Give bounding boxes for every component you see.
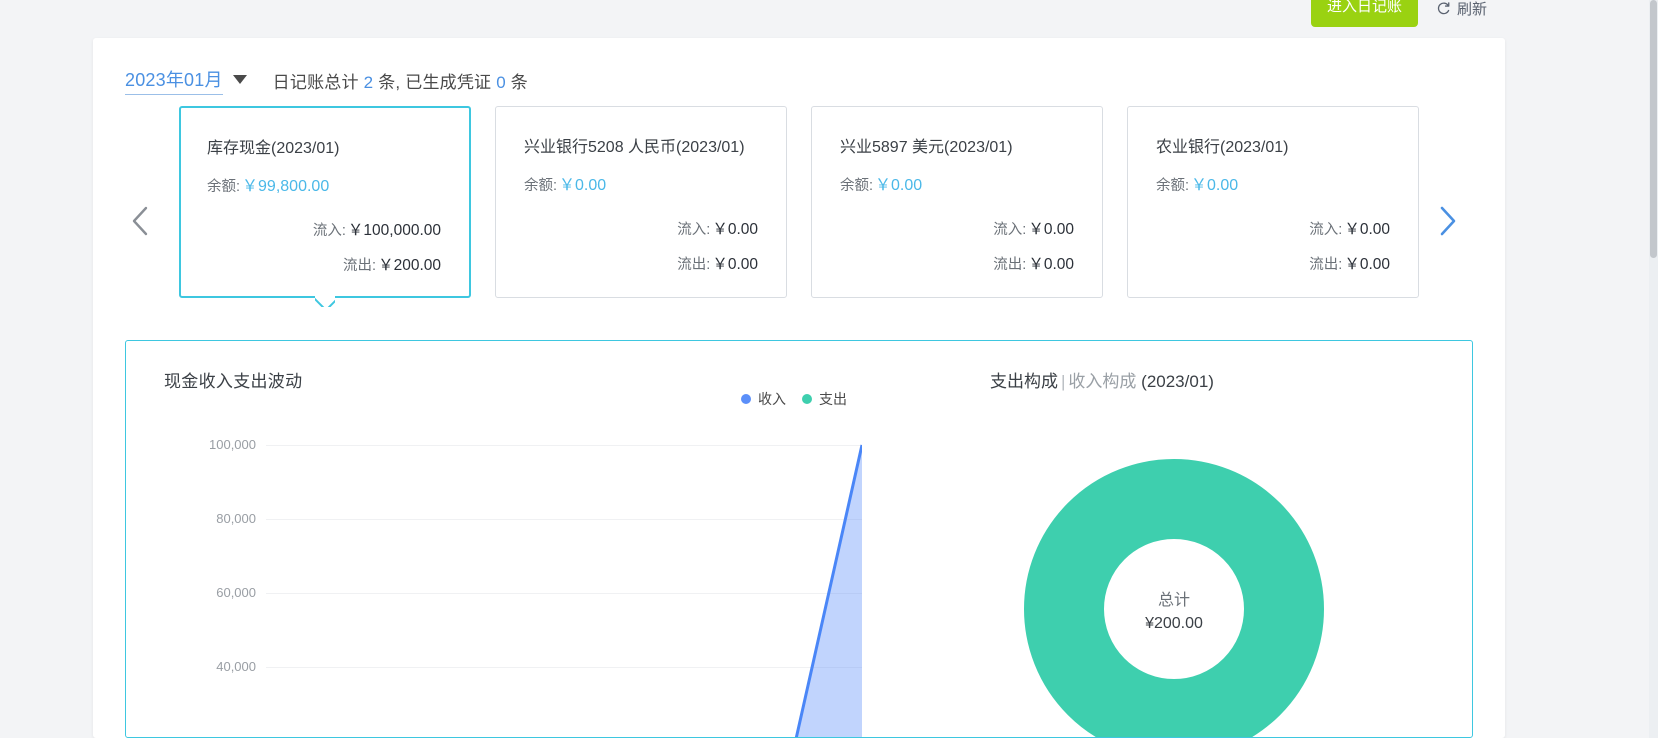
- donut-slice-expense: [1024, 459, 1324, 737]
- title-separator: |: [1061, 372, 1066, 391]
- summary-mid: 条, 已生成凭证: [378, 73, 492, 92]
- summary-voucher-count: 0: [496, 73, 506, 92]
- expense-area-series: [266, 423, 862, 738]
- y-axis-tick: 40,000: [216, 659, 256, 674]
- income-area-series: [794, 444, 862, 737]
- donut-chart[interactable]: 总计 ¥200.00: [1024, 459, 1324, 737]
- balance-label: 余额:: [524, 178, 558, 194]
- legend-label-expense: 支出: [819, 391, 847, 407]
- main-panel: 2023年01月 日记账总计 2 条, 已生成凭证 0 条 库存现金(2023/…: [93, 38, 1505, 738]
- legend-dot-income: [741, 394, 751, 404]
- balance-label: 余额:: [207, 179, 241, 195]
- inflow-label: 流入:: [1309, 222, 1343, 238]
- y-axis-tick: 80,000: [216, 511, 256, 526]
- inflow-value: ￥0.00: [1344, 221, 1390, 238]
- top-toolbar: 进入日记账 刷新: [0, 0, 1658, 30]
- account-card-title: 兴业5897 美元(2023/01): [840, 139, 1013, 156]
- account-card-inflow: 流入: ￥100,000.00: [313, 218, 441, 240]
- inflow-label: 流入:: [312, 223, 346, 239]
- balance-label: 余额:: [1156, 178, 1190, 194]
- account-card-balance: 余额: ￥0.00: [1156, 171, 1238, 195]
- outflow-value: ￥0.00: [712, 256, 758, 273]
- composition-chart: 支出构成 | 收入构成 (2023/01) 总计 ¥200.00: [862, 341, 1472, 737]
- gridline: [266, 667, 862, 668]
- page-scrollbar-thumb[interactable]: [1650, 0, 1657, 258]
- account-card-inflow: 流入: ￥0.00: [1309, 217, 1390, 239]
- chevron-right-icon: [1431, 200, 1465, 242]
- cash-flow-plot-area: 100,000 80,000 60,000 40,000: [126, 423, 862, 738]
- account-card-inflow: 流入: ￥0.00: [677, 217, 758, 239]
- account-card[interactable]: 农业银行(2023/01) 余额: ￥0.00 流入: ￥0.00 流出: ￥0.00: [1127, 106, 1419, 298]
- inflow-label: 流入:: [677, 222, 711, 238]
- account-card-outflow: 流出: ￥0.00: [993, 252, 1074, 274]
- account-card-outflow: 流出: ￥0.00: [1309, 252, 1390, 274]
- legend-item-income[interactable]: 收入: [741, 389, 786, 409]
- inflow-value: ￥0.00: [1028, 221, 1074, 238]
- outflow-value: ￥0.00: [1344, 256, 1390, 273]
- outflow-value: ￥200.00: [378, 257, 441, 274]
- month-selector[interactable]: 2023年01月: [125, 66, 223, 95]
- gridline: [266, 445, 862, 446]
- charts-container: 现金收入支出波动 收入 支出 100,000 80,00: [125, 340, 1473, 738]
- summary-suffix: 条: [510, 73, 528, 92]
- outflow-label: 流出:: [343, 258, 377, 274]
- inflow-label: 流入:: [993, 222, 1027, 238]
- outflow-value: ￥0.00: [1028, 256, 1074, 273]
- account-card-inflow: 流入: ￥0.00: [993, 217, 1074, 239]
- balance-value: ￥0.00: [875, 177, 923, 194]
- gridline: [266, 593, 862, 594]
- composition-tab-income[interactable]: 收入构成: [1068, 372, 1137, 391]
- inflow-value: ￥0.00: [712, 221, 758, 238]
- chevron-down-icon[interactable]: [232, 75, 247, 84]
- refresh-icon: [1436, 1, 1451, 16]
- chart-legend: 收入 支出: [741, 389, 847, 409]
- account-card[interactable]: 库存现金(2023/01) 余额: ￥99,800.00 流入: ￥100,000.…: [179, 106, 471, 298]
- summary-count: 2: [363, 73, 374, 92]
- account-card[interactable]: 兴业银行5208 人民币(2023/01) 余额: ￥0.00 流入: ￥0.00 …: [495, 106, 787, 298]
- account-card-title: 农业银行(2023/01): [1156, 139, 1289, 156]
- balance-value: ￥0.00: [1191, 177, 1239, 194]
- composition-chart-title: 支出构成 | 收入构成 (2023/01): [990, 367, 1214, 392]
- account-card-title: 库存现金(2023/01): [207, 140, 340, 157]
- account-card-list: 库存现金(2023/01) 余额: ￥99,800.00 流入: ￥100,000.…: [93, 106, 1505, 306]
- selected-card-pointer: [315, 296, 335, 307]
- gridline: [266, 519, 862, 520]
- journal-summary: 日记账总计 2 条, 已生成凭证 0 条: [273, 68, 528, 93]
- account-card-balance: 余额: ￥0.00: [840, 171, 922, 195]
- cash-flow-chart-title: 现金收入支出波动: [164, 372, 303, 391]
- summary-prefix: 日记账总计: [272, 73, 359, 92]
- balance-value: ￥99,800.00: [242, 178, 330, 195]
- inflow-value: ￥100,000.00: [347, 222, 441, 239]
- outflow-label: 流出:: [1309, 257, 1343, 273]
- account-card[interactable]: 兴业5897 美元(2023/01) 余额: ￥0.00 流入: ￥0.00 流出:…: [811, 106, 1103, 298]
- composition-period: (2023/01): [1141, 372, 1214, 391]
- outflow-label: 流出:: [993, 257, 1027, 273]
- composition-tab-expense[interactable]: 支出构成: [990, 372, 1058, 391]
- enter-journal-button[interactable]: 进入日记账: [1311, 0, 1418, 27]
- account-card-balance: 余额: ￥0.00: [524, 171, 606, 195]
- y-axis-tick: 60,000: [216, 585, 256, 600]
- y-axis-tick: 100,000: [209, 437, 256, 452]
- donut-svg: [1024, 459, 1324, 737]
- balance-label: 余额:: [840, 178, 874, 194]
- legend-item-expense[interactable]: 支出: [802, 389, 847, 409]
- header-row: 2023年01月 日记账总计 2 条, 已生成凭证 0 条: [125, 66, 528, 95]
- outflow-label: 流出:: [677, 257, 711, 273]
- legend-label-income: 收入: [758, 391, 786, 407]
- page-scrollbar[interactable]: [1649, 0, 1658, 738]
- balance-value: ￥0.00: [559, 177, 607, 194]
- account-card-title: 兴业银行5208 人民币(2023/01): [524, 139, 745, 156]
- cash-flow-chart: 现金收入支出波动 收入 支出 100,000 80,00: [126, 341, 862, 738]
- chevron-left-icon: [123, 200, 157, 242]
- refresh-label: 刷新: [1457, 1, 1488, 18]
- legend-dot-expense: [802, 394, 812, 404]
- account-card-balance: 余额: ￥99,800.00: [207, 172, 329, 196]
- account-card-outflow: 流出: ￥200.00: [343, 253, 441, 275]
- carousel-prev-button[interactable]: [123, 200, 157, 242]
- carousel-next-button[interactable]: [1431, 200, 1465, 242]
- account-card-outflow: 流出: ￥0.00: [677, 252, 758, 274]
- refresh-button[interactable]: 刷新: [1436, 0, 1487, 19]
